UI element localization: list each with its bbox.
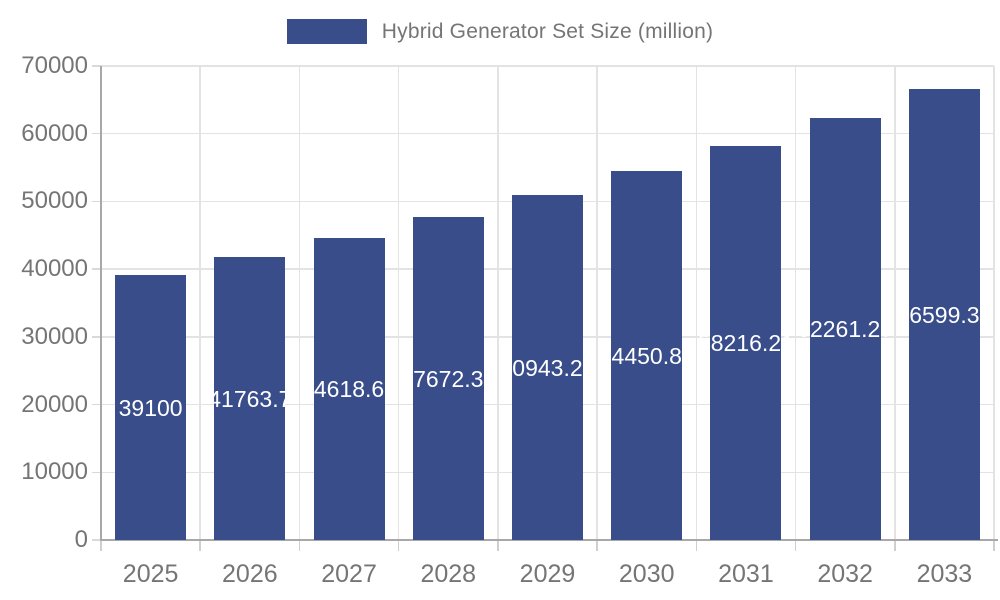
x-tick-label: 2028: [420, 560, 477, 588]
x-gridline: [397, 66, 400, 540]
x-axis-line: [100, 539, 998, 541]
x-axis-tick: [596, 541, 598, 551]
y-tick-label: 10000: [21, 458, 88, 486]
y-tick-label: 20000: [21, 390, 88, 418]
y-axis-tick: [92, 268, 101, 270]
bar: [809, 118, 881, 540]
x-axis-tick: [298, 541, 301, 551]
bar-value-label: 44618.62: [301, 375, 398, 402]
bar: [710, 145, 782, 540]
y-axis-tick: [92, 539, 101, 541]
x-axis-tick: [100, 541, 102, 551]
bar: [313, 237, 385, 540]
bar-value-label: 39100: [118, 394, 183, 421]
bar-value-label: 47672.38: [400, 365, 497, 392]
bar-value-label: 50943.28: [499, 354, 596, 381]
bar-value-label: 62261.27: [797, 316, 894, 343]
x-axis-tick: [993, 541, 995, 551]
y-axis-tick: [92, 200, 101, 203]
x-tick-label: 2026: [222, 560, 278, 588]
bar-value-label: 58216.21: [697, 329, 794, 356]
bar-value-label: 66599.35: [896, 301, 993, 328]
x-gridline: [497, 66, 499, 540]
x-axis-tick: [894, 541, 896, 551]
x-tick-label: 2025: [122, 560, 179, 588]
x-gridline: [298, 66, 301, 540]
y-gridline: [101, 65, 994, 67]
x-gridline: [794, 66, 797, 540]
y-axis-line: [100, 66, 102, 540]
y-axis-tick: [92, 65, 101, 67]
x-gridline: [596, 66, 598, 540]
y-tick-label: 60000: [21, 119, 88, 147]
y-axis-tick: [92, 132, 101, 135]
bar: [412, 217, 484, 540]
x-axis-tick: [397, 541, 400, 551]
x-tick-label: 2027: [321, 560, 377, 588]
bar: [908, 89, 980, 540]
bar-value-label: 54450.87: [598, 342, 695, 369]
x-axis-tick: [497, 541, 499, 551]
x-gridline: [894, 66, 896, 540]
y-axis-tick: [92, 471, 101, 474]
legend-label: Hybrid Generator Set Size (million): [381, 19, 714, 43]
x-tick-label: 2032: [817, 560, 873, 588]
y-axis-tick: [92, 403, 101, 406]
y-axis-tick: [92, 336, 101, 338]
y-tick-label: 50000: [21, 187, 88, 215]
x-axis-tick: [794, 541, 797, 551]
y-tick-label: 70000: [21, 52, 88, 79]
x-axis-tick: [695, 541, 698, 551]
y-gridline: [101, 132, 994, 135]
bar: [611, 171, 683, 540]
x-gridline: [199, 66, 201, 540]
legend: Hybrid Generator Set Size (million): [0, 19, 1000, 44]
x-gridline: [993, 66, 995, 540]
legend-swatch: [286, 19, 367, 44]
bar: [214, 257, 286, 540]
x-tick-label: 2031: [718, 560, 774, 588]
y-tick-label: 40000: [21, 255, 88, 283]
bar: [115, 275, 187, 540]
bar-value-label: 41763.7: [208, 385, 292, 412]
bar: [512, 195, 583, 540]
y-tick-label: 30000: [21, 322, 88, 350]
y-tick-label: 0: [74, 526, 88, 553]
x-tick-label: 2029: [519, 560, 576, 588]
x-gridline: [695, 66, 698, 540]
x-tick-label: 2033: [916, 560, 973, 588]
x-axis-tick: [199, 541, 201, 551]
x-tick-label: 2030: [618, 560, 675, 588]
